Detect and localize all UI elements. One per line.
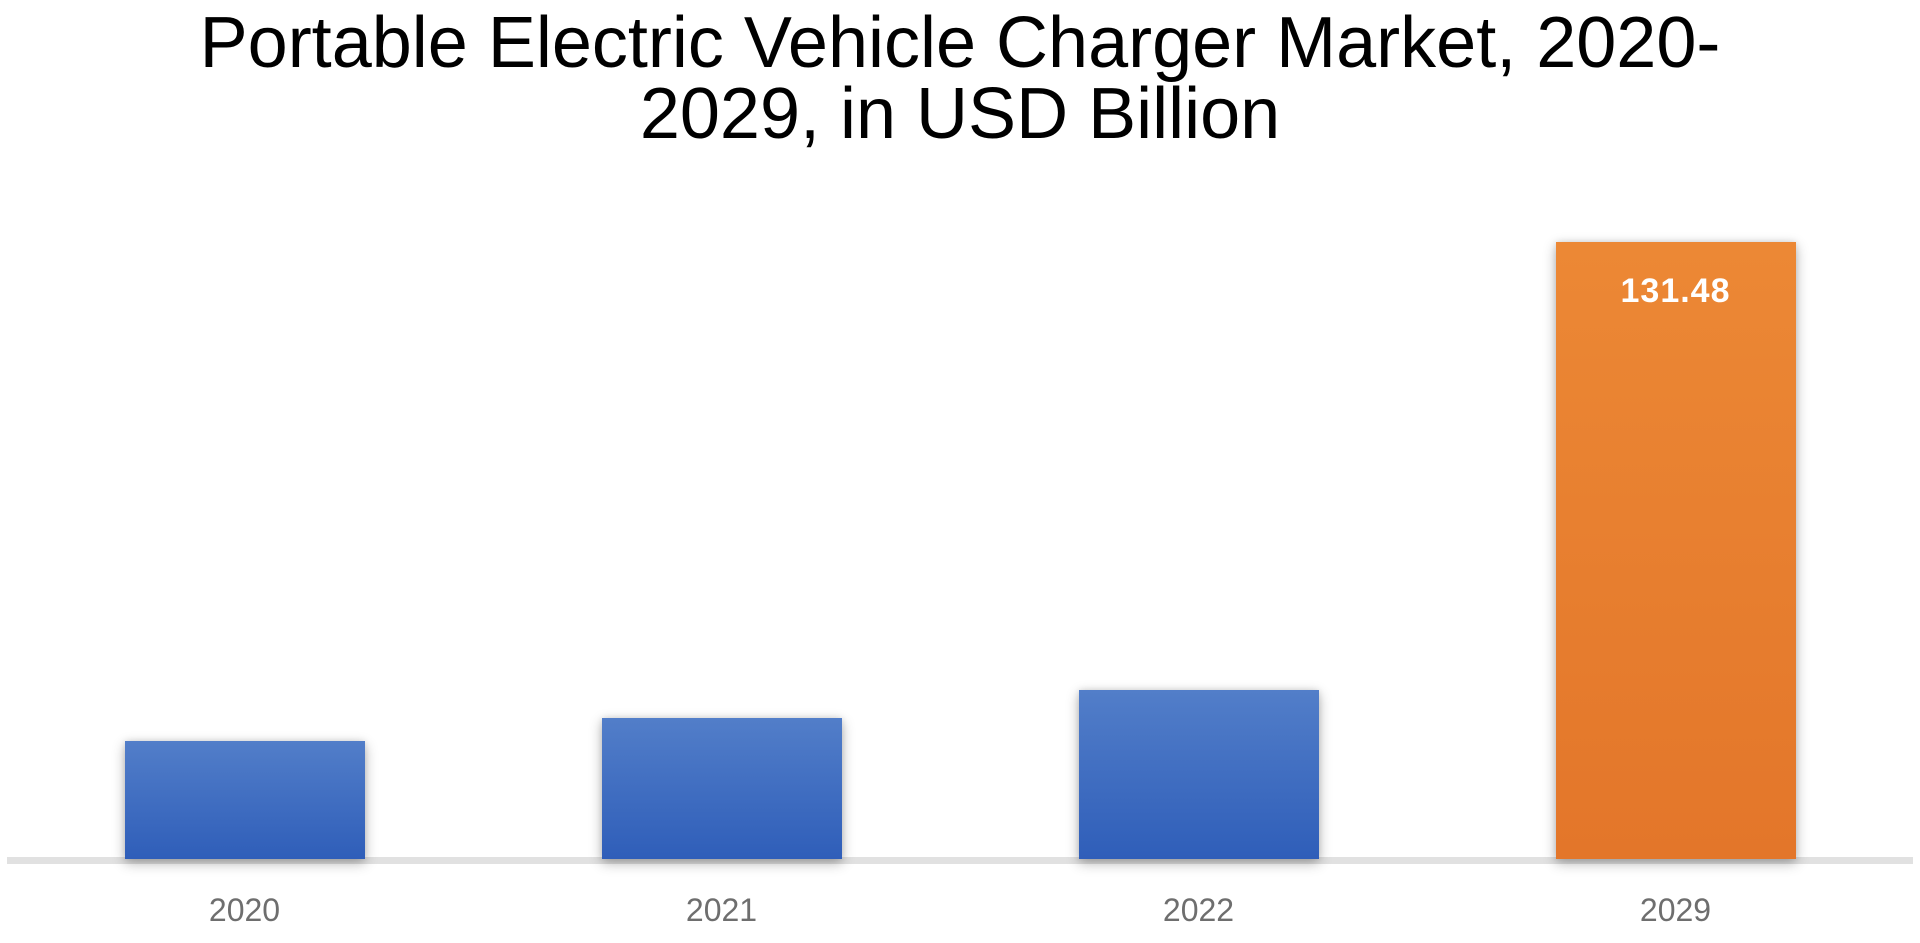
category-label-2021: 2021 bbox=[685, 892, 758, 928]
chart-title: Portable Electric Vehicle Charger Market… bbox=[0, 3, 1920, 154]
category-label-2022: 2022 bbox=[1162, 892, 1235, 928]
bar-2022 bbox=[1078, 690, 1319, 859]
bar-2021 bbox=[601, 718, 842, 859]
chart-title-line2: 2029, in USD Billion bbox=[639, 74, 1281, 154]
bar-2020 bbox=[124, 741, 365, 859]
bar-2029: 131.48 bbox=[1555, 242, 1796, 859]
chart-title-line1: Portable Electric Vehicle Charger Market… bbox=[199, 3, 1721, 83]
category-label-2020: 2020 bbox=[208, 892, 281, 928]
data-label-2029: 131.48 bbox=[1620, 272, 1731, 310]
category-label-2029: 2029 bbox=[1639, 892, 1712, 928]
x-axis-line bbox=[7, 857, 1913, 864]
